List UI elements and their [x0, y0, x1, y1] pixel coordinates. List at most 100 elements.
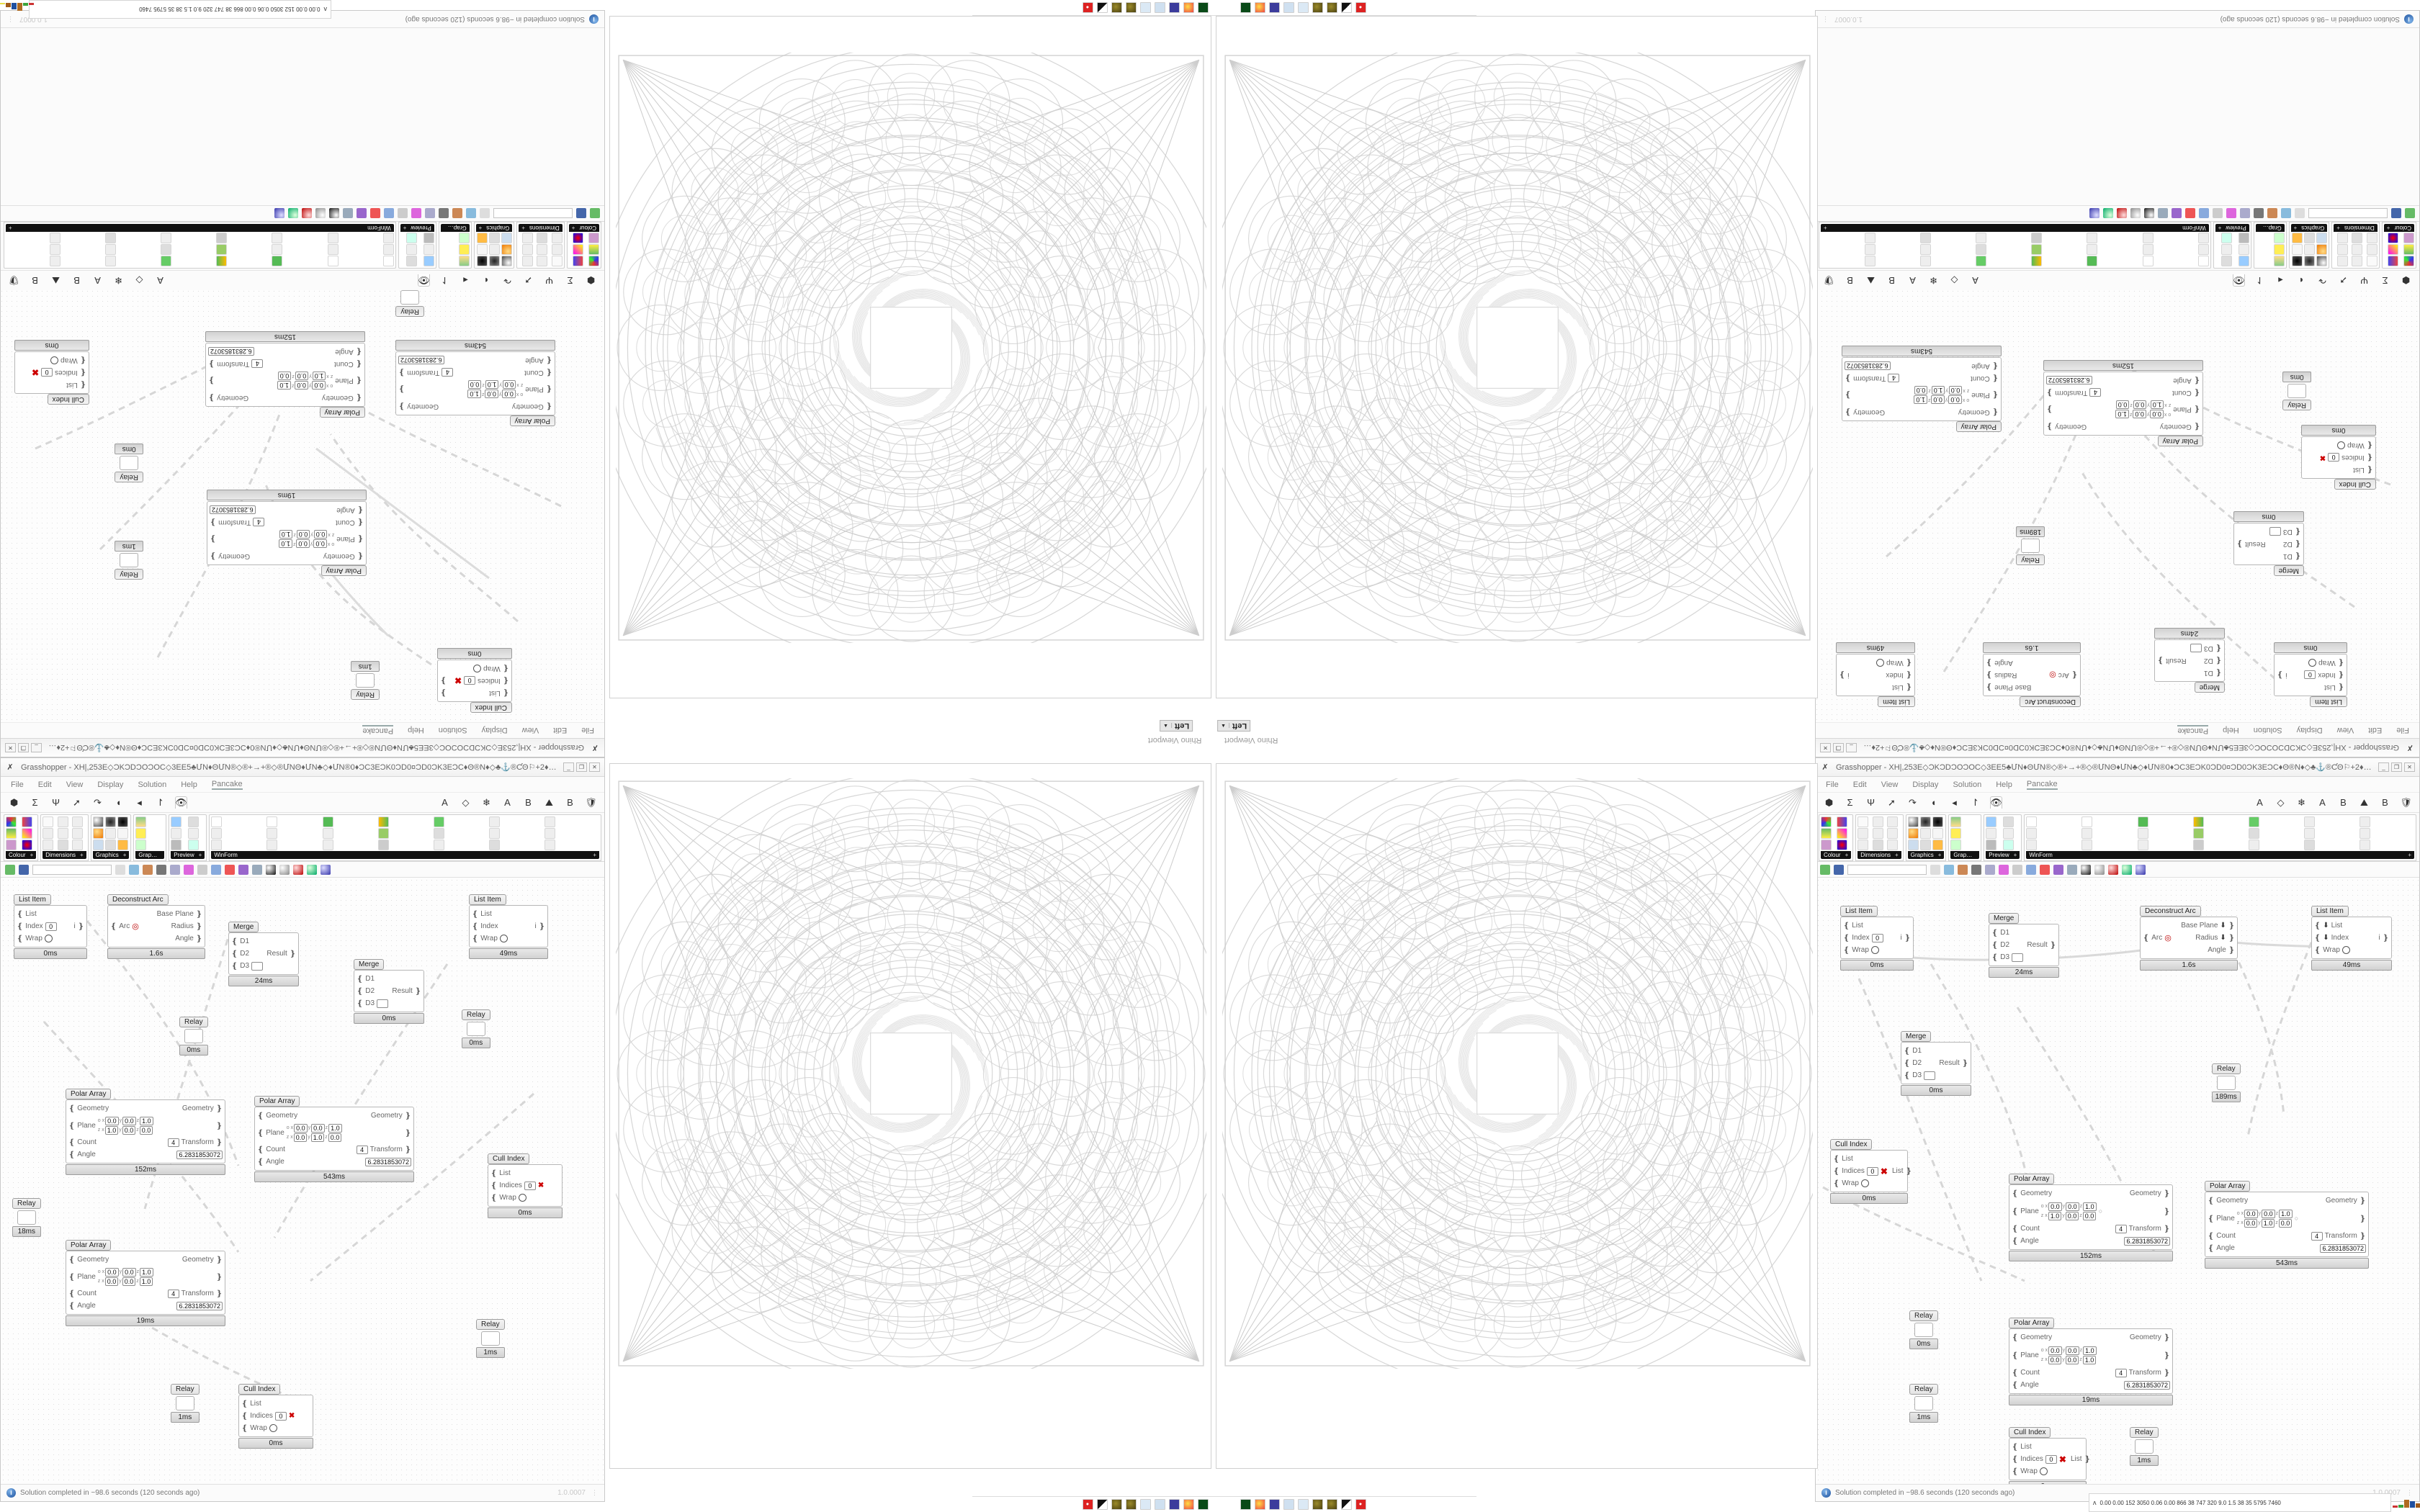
progress-icon[interactable]	[266, 816, 278, 827]
speaker-icon[interactable]	[156, 864, 166, 875]
output-port[interactable]: ❵	[2046, 405, 2053, 414]
quick-toolbar[interactable]	[1816, 205, 2419, 221]
node-list-item[interactable]: List Item ❴ List ❴ Index i ❵ ❴ Wrap 49ms	[469, 892, 548, 959]
input-port[interactable]: ❴	[79, 356, 86, 364]
count-value[interactable]: 4	[2115, 1224, 2127, 1233]
help-icon[interactable]	[225, 864, 235, 875]
text-editor-icon[interactable]	[1155, 2, 1165, 13]
menu-icon[interactable]	[50, 244, 61, 255]
relay-body[interactable]	[120, 553, 139, 567]
dim-ordinate-icon[interactable]	[72, 828, 84, 839]
menu-icon[interactable]	[2359, 828, 2370, 839]
menu-file[interactable]: File	[11, 780, 24, 789]
exp-icon[interactable]	[476, 244, 488, 255]
tab-text-a-icon[interactable]: A	[157, 275, 163, 286]
node-body[interactable]: Base Plane ❵ ❴ Arc ◎ Radius ❵ Angle ❵	[107, 905, 205, 948]
menu-file[interactable]: File	[581, 726, 594, 735]
bakery-icon[interactable]	[197, 864, 207, 875]
gradient-icon[interactable]	[588, 244, 599, 255]
node-list-item[interactable]: List Item ❴ ⬇ List ❴ ⬇ Index i ❵ ❴ Wrap …	[2311, 904, 2392, 971]
menu-pancake[interactable]: Pancake	[211, 779, 243, 790]
output-port[interactable]: ❵	[2163, 1333, 2170, 1342]
input-port[interactable]: ❴	[357, 505, 364, 514]
text-dot-icon[interactable]	[537, 244, 548, 255]
plane-zz[interactable]: 0.0	[467, 380, 482, 390]
node-polar-array[interactable]: Polar Array ❴ Geometry Geometry ❵ ❴ Plan…	[254, 1094, 414, 1182]
tab-hexagon-icon[interactable]: ⬢	[9, 796, 19, 808]
output-port[interactable]: ❵	[195, 935, 202, 943]
node-body[interactable]: ❴ D1 ❴ D2 Result ❵ ❴ D3	[1901, 1042, 1971, 1084]
input-port[interactable]: ❴	[1843, 922, 1850, 930]
output-port[interactable]: ❵	[2163, 1369, 2170, 1377]
rhino-viewport-dropdown-top-left[interactable]: Left ▲	[1160, 720, 1193, 732]
chart-icon[interactable]	[135, 828, 147, 839]
tab-sigma-icon[interactable]: Σ	[32, 797, 38, 808]
combo-icon[interactable]	[322, 840, 333, 850]
menu-view[interactable]: View	[1881, 780, 1899, 789]
calendar-icon[interactable]	[2197, 256, 2209, 266]
node-cull-index[interactable]: Cull Index ❴ List ❴ Indices 0 ✖ ❴ Wrap 0…	[2301, 425, 2376, 492]
save-icon[interactable]	[1269, 2, 1280, 13]
node-body[interactable]: ❴ List ❵ ❴ Indices 0 ✖ ❵ ❴ Wrap	[437, 660, 512, 702]
input-port[interactable]: ❴	[17, 935, 24, 943]
menu-display[interactable]: Display	[1912, 780, 1939, 789]
input-port[interactable]: ❴	[490, 1194, 498, 1202]
output-port[interactable]: ❵	[210, 518, 217, 526]
plane-ox[interactable]: 0.0	[313, 539, 327, 549]
bake-icon[interactable]	[143, 864, 153, 875]
grid-icon[interactable]	[433, 828, 444, 839]
dim-style-icon[interactable]	[521, 233, 533, 243]
gauge-icon[interactable]	[1919, 816, 1931, 827]
input-port[interactable]: ❴	[2208, 1197, 2215, 1205]
firefox-nightly-icon[interactable]	[1126, 2, 1137, 13]
resize-grip[interactable]: ⋮	[2406, 1489, 2414, 1496]
hsv-icon[interactable]	[1836, 828, 1847, 839]
tab-droplet-icon[interactable]: ◖	[1930, 797, 1937, 808]
dim-radius-icon[interactable]	[72, 816, 84, 827]
plane-zy[interactable]: 0.0	[2133, 400, 2147, 410]
preview-icon[interactable]	[2281, 208, 2291, 219]
text-dot-icon[interactable]	[57, 828, 68, 839]
exp-icon[interactable]	[117, 828, 129, 839]
node-relay[interactable]: Relay 18ms	[12, 1196, 41, 1237]
indices-value[interactable]: 0	[1866, 1166, 1878, 1176]
swatch-icon[interactable]	[588, 233, 599, 243]
output-port[interactable]: ❵	[2236, 539, 2244, 548]
calendar-icon[interactable]	[2026, 816, 2038, 827]
bakery-icon[interactable]	[2012, 864, 2022, 875]
input-port[interactable]: ❴	[2314, 934, 2321, 942]
output-port[interactable]: ❵	[1845, 390, 1852, 400]
plane-zy[interactable]: 0.0	[295, 372, 309, 381]
output-port[interactable]: ❵	[195, 922, 202, 931]
input-port[interactable]: ❴	[68, 1104, 76, 1113]
pen-icon[interactable]	[2172, 208, 2182, 219]
sphere3-icon[interactable]	[2117, 208, 2127, 219]
tab-control-icon[interactable]	[2359, 816, 2370, 827]
sphere3-icon[interactable]	[293, 864, 303, 875]
input-port[interactable]: ❴	[502, 664, 509, 672]
wrap-toggle[interactable]	[50, 356, 59, 364]
plane-zx[interactable]: 0.0	[104, 1277, 119, 1286]
tree-icon[interactable]	[433, 840, 444, 850]
ribbon-group-graphics[interactable]: Graphics +	[2288, 222, 2330, 269]
ribbon[interactable]: Colour + Dimensions + Gr	[1816, 221, 2419, 270]
output-port[interactable]: ❵	[398, 368, 405, 377]
dim-linear-icon[interactable]	[42, 828, 54, 839]
output-port[interactable]: ❵	[2277, 670, 2284, 679]
node-polar-array[interactable]: Polar Array ❴ Geometry Geometry ❵ ❴ Plan…	[2009, 1171, 2173, 1261]
output-port[interactable]: ❵	[208, 359, 215, 368]
plane-oy[interactable]: 0.0	[296, 539, 310, 549]
grid-icon[interactable]	[2248, 828, 2259, 839]
plane-oy[interactable]: 0.0	[1931, 395, 1945, 405]
listbox-icon[interactable]	[2197, 233, 2209, 243]
colour-wheel-icon[interactable]	[6, 816, 17, 827]
input-port[interactable]: ❴	[231, 937, 238, 946]
input-port[interactable]: ❴	[472, 922, 479, 931]
tab-gem-icon[interactable]: ◇	[2277, 796, 2285, 808]
output-port[interactable]: ❵	[208, 376, 215, 385]
node-polar-array[interactable]: Polar Array ❴ Geometry Geometry ❵ ❴ Plan…	[1842, 346, 2002, 434]
plane-zx[interactable]: 1.0	[2150, 400, 2164, 410]
gradient-icon[interactable]	[2403, 244, 2414, 255]
sphere-icon[interactable]	[1907, 816, 1919, 827]
menu-help[interactable]: Help	[1996, 780, 2012, 789]
